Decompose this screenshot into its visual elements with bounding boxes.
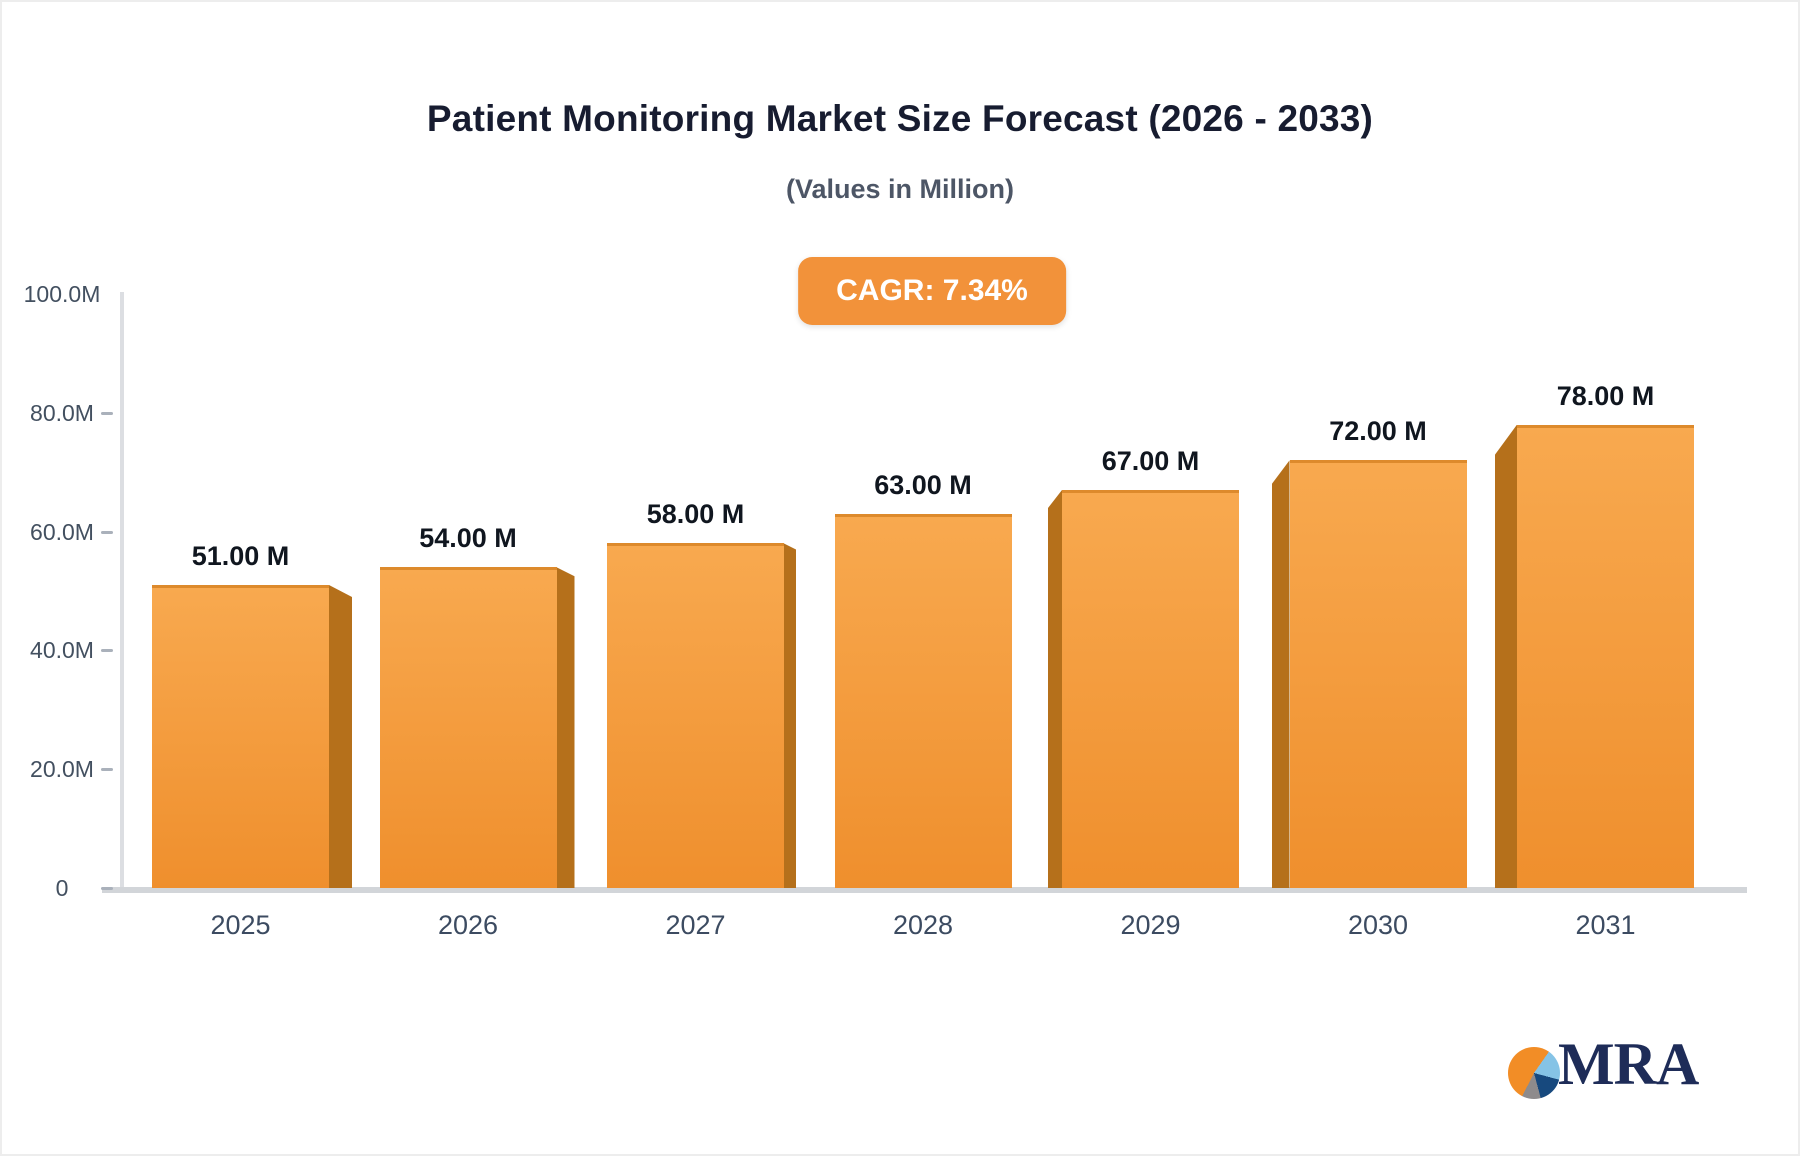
y-tick-label: 40.0M [30, 637, 94, 664]
bar-side-panel [784, 543, 796, 888]
y-tick-label: 100.0M [23, 281, 101, 307]
bar-value-label: 63.00 M [874, 469, 972, 500]
y-axis-line [120, 292, 124, 890]
bar-value-label: 67.00 M [1101, 446, 1200, 477]
bar-side-panel [556, 567, 575, 888]
x-axis-label: 2029 [1120, 910, 1181, 940]
bar [607, 543, 784, 888]
bar [379, 567, 557, 888]
mra-logo: MRA [1502, 1030, 1732, 1100]
bar-value-label: 51.00 M [191, 541, 290, 572]
x-axis-label: 2025 [210, 910, 271, 940]
bar-side-panel [1048, 490, 1062, 888]
x-axis-label: 2031 [1575, 910, 1636, 940]
bar [834, 513, 1012, 888]
bar-value-label: 58.00 M [646, 499, 745, 530]
y-tick-dash [101, 887, 113, 890]
bar-side-panel [1495, 424, 1517, 888]
bar-value-label: 72.00 M [1329, 416, 1427, 447]
x-axis-label: 2028 [892, 910, 954, 940]
y-tick-dash [101, 768, 113, 772]
bar-side-panel [329, 585, 352, 888]
x-axis-label: 2030 [1347, 910, 1409, 940]
bar [1289, 460, 1467, 888]
y-tick-dash [101, 530, 113, 534]
pie-chart-logo-icon [1508, 1047, 1560, 1099]
logo-text: MRA [1558, 1031, 1699, 1097]
chart-title: Patient Monitoring Market Size Forecast … [426, 98, 1374, 139]
y-tick-label: 80.0M [30, 399, 94, 426]
bar [1517, 424, 1694, 888]
y-tick-dash [101, 411, 113, 415]
bar-value-label: 78.00 M [1556, 380, 1655, 411]
bar-side-panel [1271, 460, 1290, 888]
x-axis-label: 2026 [437, 910, 499, 940]
y-tick-label: 60.0M [30, 518, 94, 545]
bar-value-label: 54.00 M [419, 523, 517, 554]
x-axis-label: 2027 [665, 910, 726, 940]
bar [152, 585, 329, 888]
y-tick-dash [101, 649, 113, 653]
bar [1062, 490, 1239, 888]
x-axis-baseline [102, 887, 1747, 893]
y-tick-label: 20.0M [30, 756, 94, 783]
cagr-badge: CAGR: 7.34% [798, 257, 1066, 325]
chart-subtitle: (Values in Million) [785, 174, 1015, 204]
y-tick-label: 0 [55, 875, 69, 901]
